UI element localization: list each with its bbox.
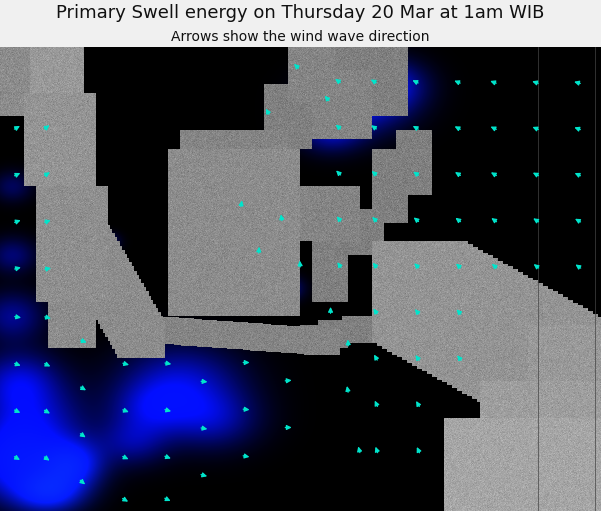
Text: Primary Swell energy on Thursday 20 Mar at 1am WIB: Primary Swell energy on Thursday 20 Mar … (56, 4, 545, 22)
Text: Arrows show the wind wave direction: Arrows show the wind wave direction (171, 30, 430, 43)
